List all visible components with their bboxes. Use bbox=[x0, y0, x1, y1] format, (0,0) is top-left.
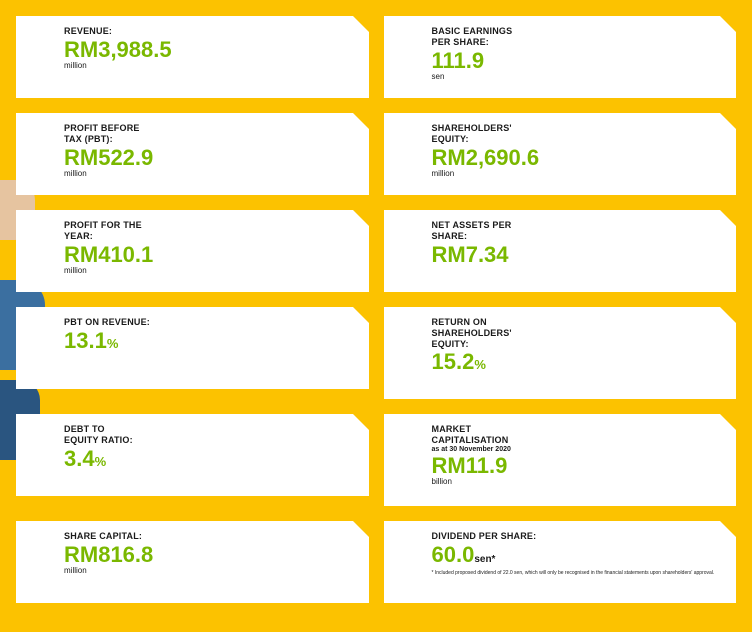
card-label: SHAREHOLDERS' bbox=[432, 328, 723, 339]
card-label: PROFIT BEFORE bbox=[64, 123, 355, 134]
card-value-unit: sen* bbox=[474, 554, 495, 565]
card-net-assets-per-share: NET ASSETS PER SHARE: RM7.34 bbox=[384, 210, 737, 292]
card-share-capital: SHARE CAPITAL: RM816.8 million bbox=[16, 521, 369, 603]
card-label: NET ASSETS PER bbox=[432, 220, 723, 231]
card-value: 111.9 bbox=[432, 49, 723, 73]
card-revenue: REVENUE: RM3,988.5 million bbox=[16, 16, 369, 98]
card-value-number: 13.1 bbox=[64, 328, 107, 353]
card-return-on-shareholders-equity: RETURN ON SHAREHOLDERS' EQUITY: 15.2% bbox=[384, 307, 737, 399]
card-label: PBT ON REVENUE: bbox=[64, 317, 355, 328]
card-unit: million bbox=[64, 567, 355, 575]
card-label: DIVIDEND PER SHARE: bbox=[432, 531, 723, 542]
card-profit-for-the-year: PROFIT FOR THE YEAR: RM410.1 million bbox=[16, 210, 369, 292]
card-value-unit: % bbox=[107, 336, 119, 351]
card-unit: million bbox=[64, 170, 355, 178]
card-value-number: 60.0 bbox=[432, 542, 475, 567]
card-label: SHARE CAPITAL: bbox=[64, 531, 355, 542]
card-value: RM7.34 bbox=[432, 243, 723, 267]
card-label: DEBT TO bbox=[64, 424, 355, 435]
card-label: SHAREHOLDERS' bbox=[432, 123, 723, 134]
card-shareholders-equity: SHAREHOLDERS' EQUITY: RM2,690.6 million bbox=[384, 113, 737, 195]
card-label: PROFIT FOR THE bbox=[64, 220, 355, 231]
card-sublabel: as at 30 November 2020 bbox=[432, 446, 723, 454]
card-unit: million bbox=[432, 170, 723, 178]
card-dividend-per-share: DIVIDEND PER SHARE: 60.0sen* * Included … bbox=[384, 521, 737, 603]
card-label: REVENUE: bbox=[64, 26, 355, 37]
card-pbt-on-revenue: PBT ON REVENUE: 13.1% bbox=[16, 307, 369, 389]
card-basic-earnings-per-share: BASIC EARNINGS PER SHARE: 111.9 sen bbox=[384, 16, 737, 98]
card-label: PER SHARE: bbox=[432, 37, 723, 48]
card-value: RM2,690.6 bbox=[432, 146, 723, 170]
card-market-capitalisation: MARKET CAPITALISATION as at 30 November … bbox=[384, 414, 737, 506]
card-label: RETURN ON bbox=[432, 317, 723, 328]
card-debt-to-equity-ratio: DEBT TO EQUITY RATIO: 3.4% bbox=[16, 414, 369, 496]
card-label: MARKET bbox=[432, 424, 723, 435]
card-label: EQUITY RATIO: bbox=[64, 435, 355, 446]
card-unit: million bbox=[64, 267, 355, 275]
card-value: 60.0sen* bbox=[432, 543, 723, 567]
card-value: RM410.1 bbox=[64, 243, 355, 267]
card-label: EQUITY: bbox=[432, 339, 723, 350]
card-value: RM816.8 bbox=[64, 543, 355, 567]
card-value: RM11.9 bbox=[432, 454, 723, 478]
card-label: EQUITY: bbox=[432, 134, 723, 145]
card-label: SHARE: bbox=[432, 231, 723, 242]
card-value-unit: % bbox=[95, 454, 107, 469]
card-value-unit: % bbox=[474, 357, 486, 372]
card-footnote: * Included proposed dividend of 22.0 sen… bbox=[432, 571, 723, 576]
card-value: RM522.9 bbox=[64, 146, 355, 170]
card-profit-before-tax: PROFIT BEFORE TAX (PBT): RM522.9 million bbox=[16, 113, 369, 195]
card-unit: sen bbox=[432, 73, 723, 81]
card-label: CAPITALISATION bbox=[432, 435, 723, 446]
card-value: 3.4% bbox=[64, 447, 355, 471]
card-value: 15.2% bbox=[432, 350, 723, 374]
card-unit: million bbox=[64, 62, 355, 70]
card-value: RM3,988.5 bbox=[64, 38, 355, 62]
card-value-number: 3.4 bbox=[64, 446, 95, 471]
metrics-grid: REVENUE: RM3,988.5 million BASIC EARNING… bbox=[0, 0, 752, 619]
card-value: 13.1% bbox=[64, 329, 355, 353]
card-label: BASIC EARNINGS bbox=[432, 26, 723, 37]
card-unit: billion bbox=[432, 478, 723, 486]
card-value-number: 15.2 bbox=[432, 349, 475, 374]
card-label: TAX (PBT): bbox=[64, 134, 355, 145]
card-label: YEAR: bbox=[64, 231, 355, 242]
